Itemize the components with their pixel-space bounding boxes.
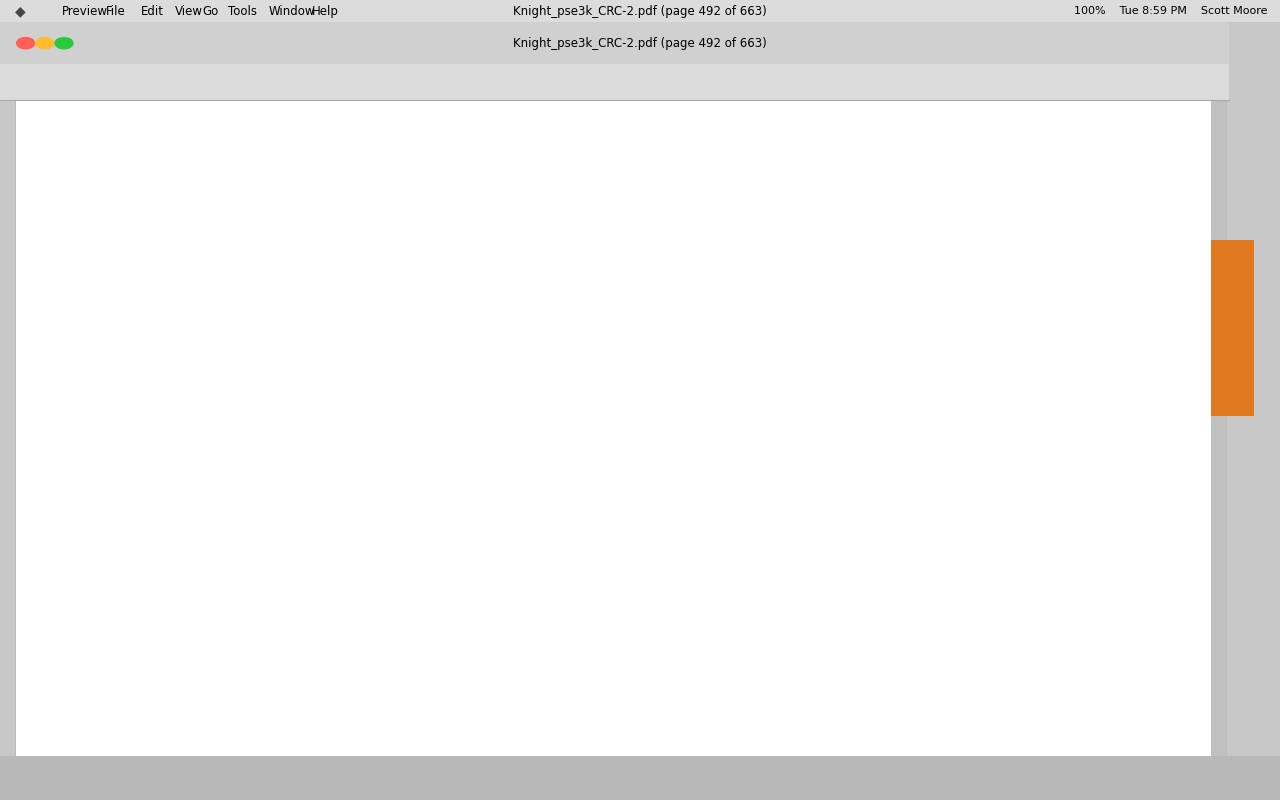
Text: 1 Ω: 1 Ω [744, 364, 776, 382]
Text: 4 Ω: 4 Ω [876, 438, 909, 455]
Text: A) 5.33 W: A) 5.33 W [129, 542, 212, 559]
Text: +: + [623, 530, 636, 547]
Text: Answer: E: Answer: E [116, 714, 204, 732]
Text: 14) For the circuit shown in the figure, all quantities are accurate to 3 signif: 14) For the circuit shown in the figure,… [51, 162, 850, 178]
Text: Tools: Tools [228, 5, 257, 18]
Text: Help: Help [312, 5, 339, 18]
Text: ◆: ◆ [15, 4, 26, 18]
Text: Var: 1: Var: 1 [116, 749, 166, 766]
Text: 5 Ω: 5 Ω [627, 364, 659, 382]
Text: View: View [175, 5, 204, 18]
Text: the power dissipated in the 2-Ω resistor?: the power dissipated in the 2-Ω resistor… [51, 190, 404, 207]
Text: Edit: Edit [141, 5, 164, 18]
Text: B) 8.0 W: B) 8.0 W [129, 577, 202, 594]
Text: D) 2.67 W: D) 2.67 W [129, 646, 214, 663]
Text: 100%    Tue 8:59 PM    Scott Moore: 100% Tue 8:59 PM Scott Moore [1074, 6, 1267, 16]
Text: Knight_pse3k_CRC-2.pdf (page 492 of 663): Knight_pse3k_CRC-2.pdf (page 492 of 663) [513, 5, 767, 18]
Text: 1 Ω: 1 Ω [744, 294, 776, 312]
Text: 12 V: 12 V [652, 571, 694, 590]
Text: File: File [106, 5, 125, 18]
Text: 2 Ω: 2 Ω [627, 294, 659, 312]
Text: E) 3.56 W: E) 3.56 W [129, 680, 212, 698]
Text: Knight_pse3k_CRC-2.pdf (page 492 of 663): Knight_pse3k_CRC-2.pdf (page 492 of 663) [513, 37, 767, 50]
Text: Chapter 31: Fundamentals of Circuits: Chapter 31: Fundamentals of Circuits [805, 128, 1162, 146]
Text: 15) When a 30.0-ohm resistor is connected across the terminals of a 12.0-V batte: 15) When a 30.0-ohm resistor is connecte… [311, 733, 915, 746]
Text: Preview: Preview [61, 5, 108, 18]
Text: Window: Window [269, 5, 315, 18]
Text: C) 6.67 W: C) 6.67 W [129, 611, 212, 628]
Text: Go: Go [202, 5, 219, 18]
